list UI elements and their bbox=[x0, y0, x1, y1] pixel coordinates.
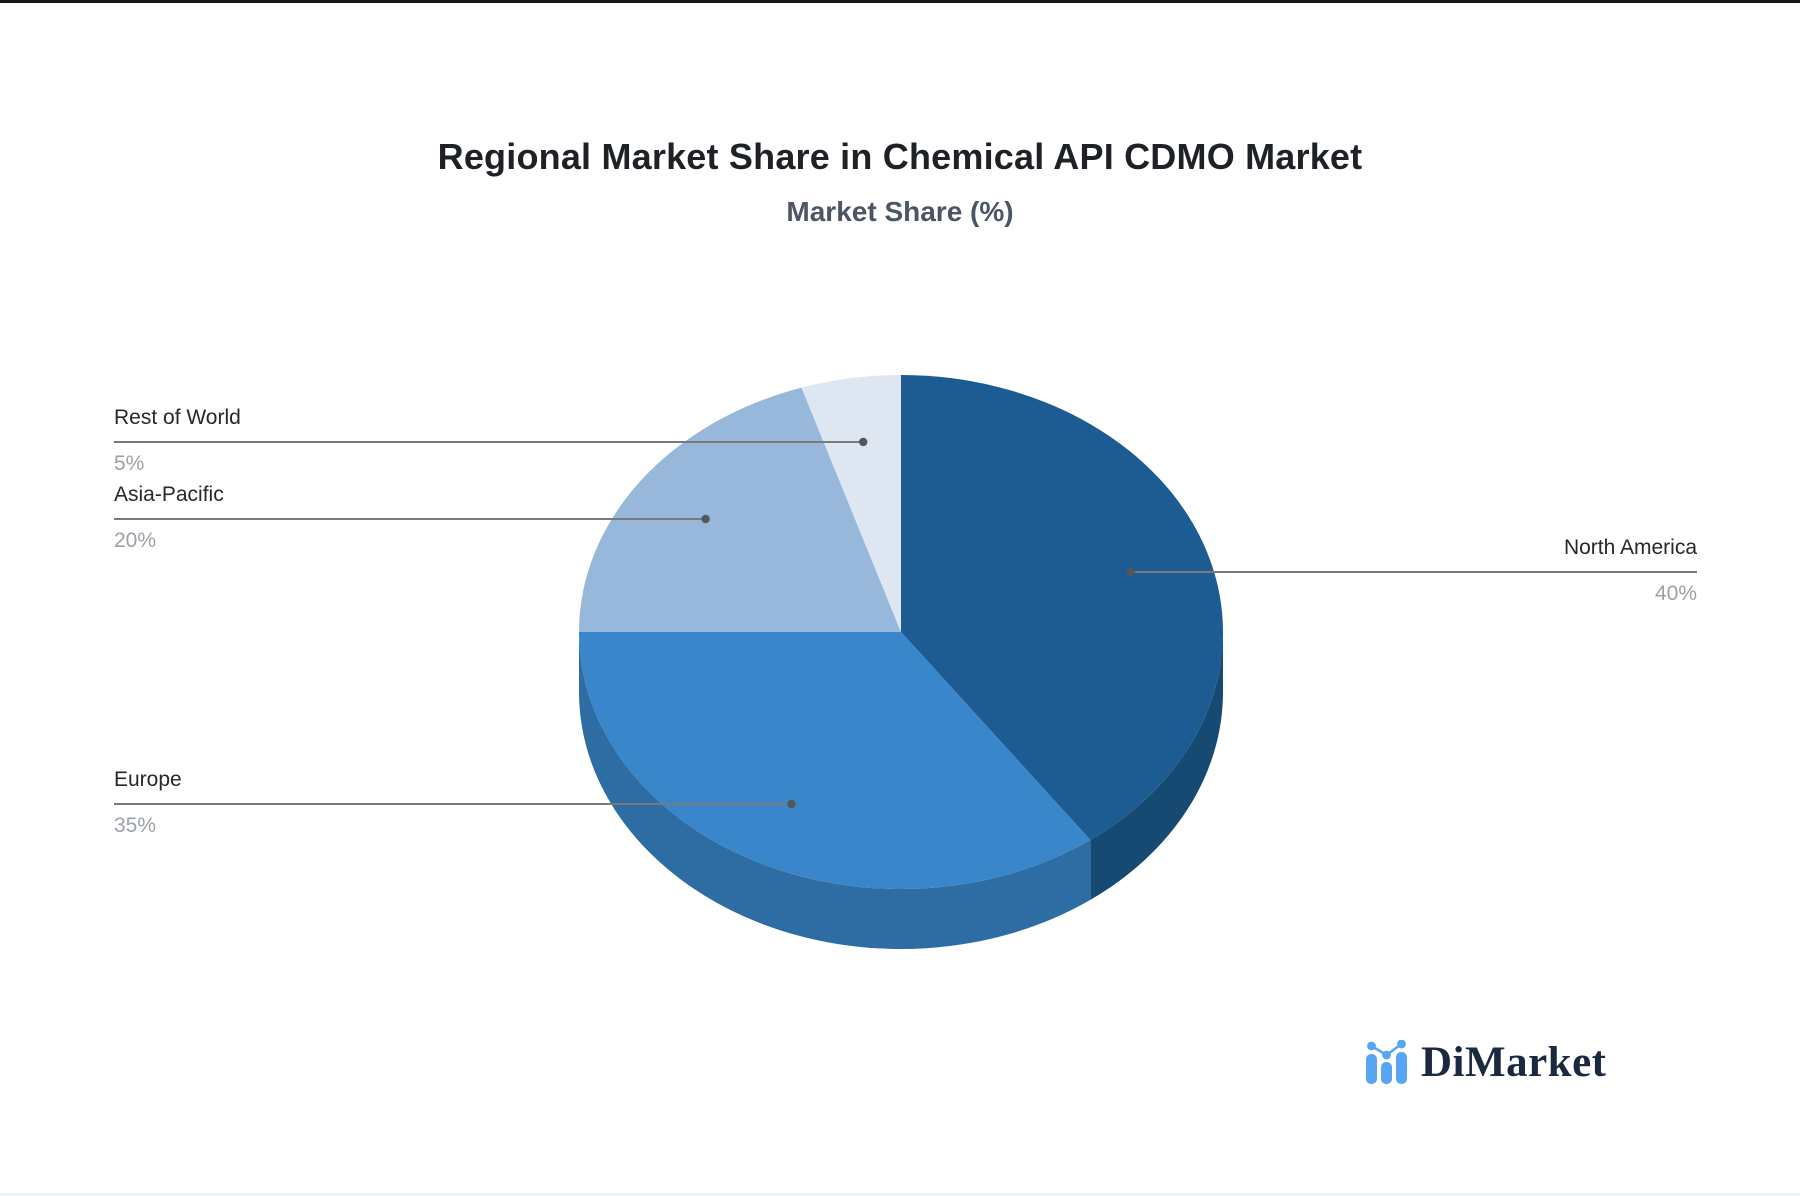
pie-label-name: North America bbox=[1563, 536, 1697, 559]
pie-slice-north-america[interactable] bbox=[901, 375, 1224, 840]
pie-slice-wall-north-america bbox=[1090, 632, 1223, 900]
pie-label-asia-pacific: Asia-Pacific 20% bbox=[114, 482, 574, 554]
logo-text: DiMarket bbox=[1421, 1039, 1607, 1086]
pie-label-name: Rest of World bbox=[114, 406, 241, 429]
pie-slice-rest-of-world[interactable] bbox=[801, 375, 902, 632]
chart-subtitle: Market Share (%) bbox=[786, 196, 1014, 227]
pie-slice-europe[interactable] bbox=[579, 632, 1091, 890]
top-border bbox=[0, 0, 1800, 3]
pie-slice-asia-pacific[interactable] bbox=[579, 387, 901, 632]
pie-label-north-america: North America 40% bbox=[1237, 535, 1697, 607]
bar-chart-icon bbox=[1366, 1040, 1407, 1084]
pie-label-value: 40% bbox=[1654, 582, 1697, 605]
pie-label-value: 5% bbox=[114, 452, 145, 475]
pie-label-name: Asia-Pacific bbox=[114, 483, 224, 506]
pie-label-rest-of-world: Rest of World 5% bbox=[114, 405, 574, 477]
leader-dot-europe bbox=[787, 799, 796, 809]
pie-slice-wall-europe bbox=[579, 632, 1091, 950]
dimarket-logo: DiMarket bbox=[1366, 1040, 1607, 1086]
pie-label-europe: Europe 35% bbox=[114, 767, 574, 839]
pie-label-name: Europe bbox=[114, 768, 182, 791]
leader-dot-asia-pacific bbox=[701, 514, 710, 524]
bottom-border bbox=[0, 1193, 1800, 1196]
leader-dot-rest-of-world bbox=[859, 437, 868, 447]
pie-label-value: 20% bbox=[114, 529, 157, 552]
chart-title: Regional Market Share in Chemical API CD… bbox=[437, 136, 1363, 177]
leader-dot-north-america bbox=[1126, 567, 1135, 577]
pie-label-value: 35% bbox=[114, 814, 157, 837]
